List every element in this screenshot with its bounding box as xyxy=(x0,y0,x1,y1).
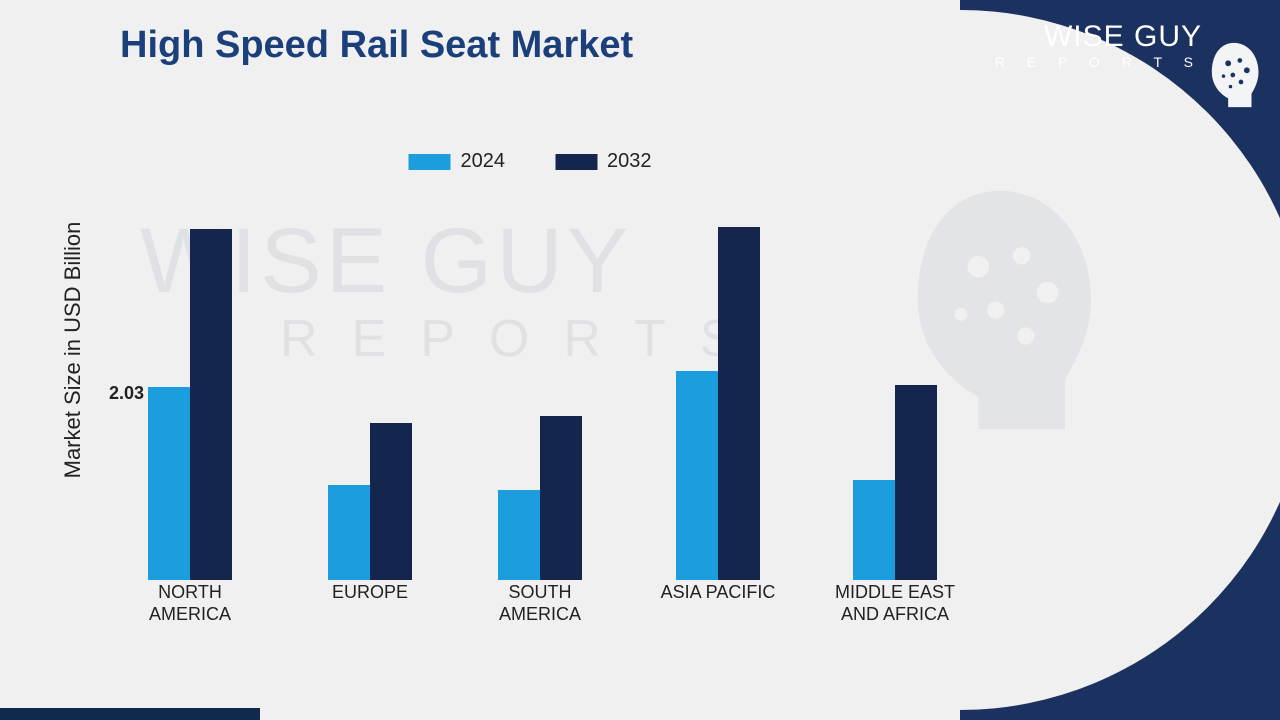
bar-2024 xyxy=(498,490,540,580)
chart-title: High Speed Rail Seat Market xyxy=(120,24,633,67)
legend: 2024 2032 xyxy=(409,150,652,173)
brand-line1: WISE GUY xyxy=(995,22,1202,52)
bar-2032 xyxy=(370,423,412,580)
bar-group xyxy=(328,423,412,580)
x-axis-labels: NORTH AMERICAEUROPESOUTH AMERICAASIA PAC… xyxy=(130,582,990,702)
footer-accent-bar xyxy=(0,708,260,720)
bar-2032 xyxy=(540,416,582,580)
chart-region: Market Size in USD Billion 2024 2032 2.0… xyxy=(60,150,1000,710)
x-axis-category-label: EUROPE xyxy=(305,582,435,604)
bar-2024: 2.03 xyxy=(148,387,190,580)
brand-logo: WISE GUY R E P O R T S xyxy=(995,22,1258,70)
legend-item-2032: 2032 xyxy=(555,150,652,173)
brand-line2: R E P O R T S xyxy=(995,54,1202,70)
bar-2032 xyxy=(718,227,760,580)
x-axis-category-label: SOUTH AMERICA xyxy=(475,582,605,625)
bar-2032 xyxy=(190,229,232,581)
legend-label-2032: 2032 xyxy=(607,150,652,173)
bar-2024 xyxy=(853,480,895,580)
legend-swatch-2032 xyxy=(555,154,597,170)
bar-group xyxy=(676,227,760,580)
legend-item-2024: 2024 xyxy=(409,150,506,173)
bar-group xyxy=(498,416,582,580)
plot-area: 2.03 xyxy=(130,200,990,580)
legend-swatch-2024 xyxy=(409,154,451,170)
bar-group: 2.03 xyxy=(148,229,232,581)
x-axis-category-label: MIDDLE EAST AND AFRICA xyxy=(830,582,960,625)
y-axis-label: Market Size in USD Billion xyxy=(60,222,86,479)
bar-group xyxy=(853,385,937,580)
bar-2032 xyxy=(895,385,937,580)
bar-value-label: 2.03 xyxy=(109,383,144,404)
bar-2024 xyxy=(328,485,370,580)
bar-2024 xyxy=(676,371,718,580)
x-axis-category-label: ASIA PACIFIC xyxy=(653,582,783,604)
x-axis-category-label: NORTH AMERICA xyxy=(125,582,255,625)
legend-label-2024: 2024 xyxy=(461,150,506,173)
